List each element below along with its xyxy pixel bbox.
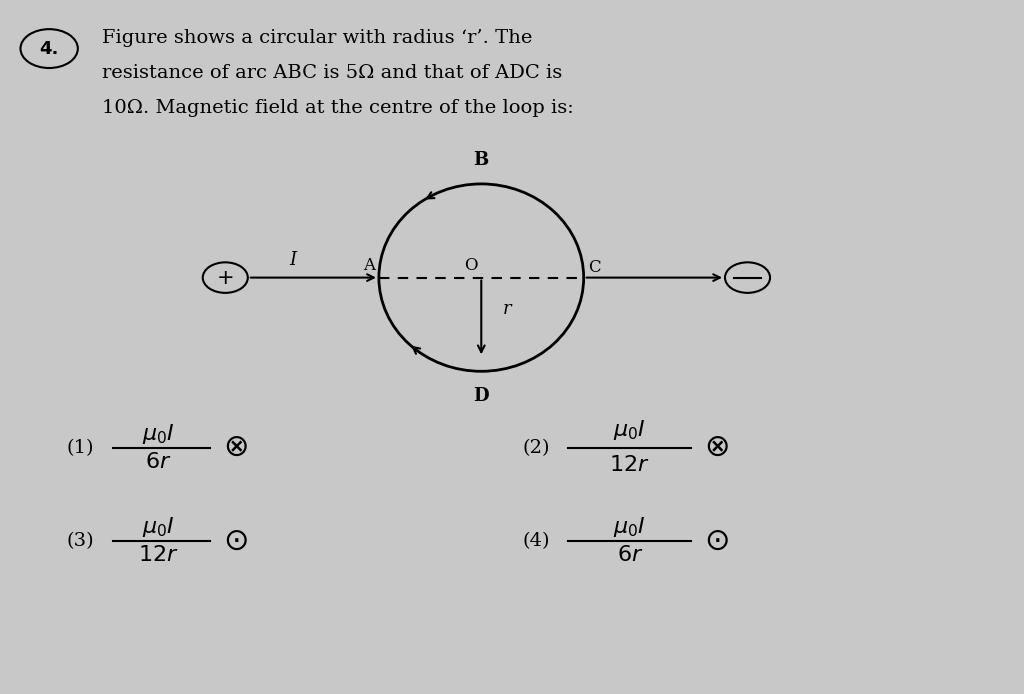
Text: B: B — [474, 151, 488, 169]
Text: $12r$: $12r$ — [138, 545, 179, 565]
Text: Figure shows a circular with radius ‘r’. The: Figure shows a circular with radius ‘r’.… — [102, 29, 532, 47]
Text: ⊙: ⊙ — [223, 527, 248, 556]
Text: C: C — [588, 259, 600, 276]
Text: ⊗: ⊗ — [705, 433, 729, 462]
Text: ⊙: ⊙ — [705, 527, 729, 556]
Text: $6r$: $6r$ — [145, 452, 172, 471]
Text: (2): (2) — [522, 439, 550, 457]
Text: +: + — [216, 268, 234, 287]
Text: I: I — [290, 251, 296, 269]
Text: $\mu_0 I$: $\mu_0 I$ — [613, 516, 646, 539]
Text: $\mu_0 I$: $\mu_0 I$ — [613, 418, 646, 442]
Text: resistance of arc ABC is 5Ω and that of ADC is: resistance of arc ABC is 5Ω and that of … — [102, 64, 562, 82]
Text: D: D — [473, 387, 489, 405]
Text: $\mu_0 I$: $\mu_0 I$ — [142, 422, 175, 446]
Text: A: A — [362, 257, 375, 273]
Text: $\mu_0 I$: $\mu_0 I$ — [142, 516, 175, 539]
Text: (3): (3) — [67, 532, 94, 550]
Text: (4): (4) — [522, 532, 550, 550]
Text: O: O — [464, 257, 478, 273]
Text: (1): (1) — [67, 439, 94, 457]
Text: $6r$: $6r$ — [616, 545, 643, 565]
Text: r: r — [503, 300, 511, 318]
Text: 10Ω. Magnetic field at the centre of the loop is:: 10Ω. Magnetic field at the centre of the… — [102, 99, 574, 117]
Text: 4.: 4. — [40, 40, 58, 58]
Text: $12r$: $12r$ — [609, 455, 650, 475]
Text: ⊗: ⊗ — [223, 433, 248, 462]
